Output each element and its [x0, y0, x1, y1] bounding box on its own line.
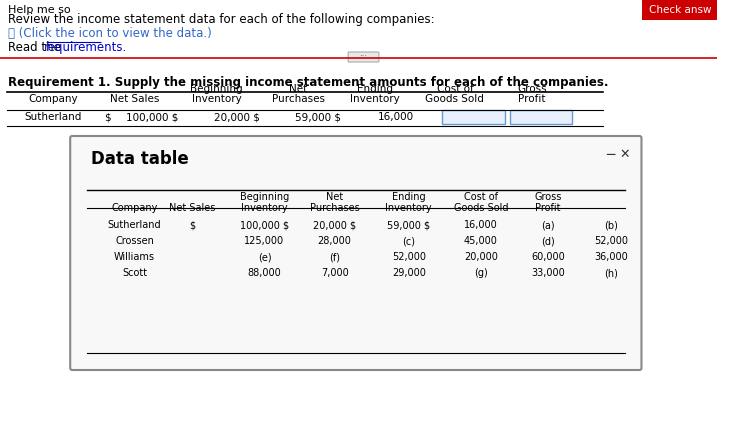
FancyBboxPatch shape	[642, 0, 718, 20]
Text: (f): (f)	[329, 252, 340, 262]
Text: 20,000 $: 20,000 $	[313, 220, 357, 230]
Text: Help me so: Help me so	[7, 5, 70, 15]
Text: 59,000 $: 59,000 $	[387, 220, 430, 230]
Text: Company: Company	[28, 94, 78, 104]
Text: Purchases: Purchases	[310, 203, 360, 213]
Text: 60,000: 60,000	[531, 252, 565, 262]
Text: Goods Sold: Goods Sold	[425, 94, 484, 104]
Text: Net Sales: Net Sales	[110, 94, 160, 104]
Text: Requirement 1. Supply the missing income statement amounts for each of the compa: Requirement 1. Supply the missing income…	[7, 76, 608, 89]
Text: (a): (a)	[542, 220, 555, 230]
Text: 125,000: 125,000	[245, 236, 284, 246]
Text: requirements.: requirements.	[44, 41, 128, 54]
Text: Gross: Gross	[517, 84, 547, 94]
Text: Profit: Profit	[536, 203, 561, 213]
Text: (b): (b)	[604, 220, 618, 230]
Text: 36,000: 36,000	[594, 252, 627, 262]
Text: 45,000: 45,000	[464, 236, 498, 246]
Text: Purchases: Purchases	[272, 94, 325, 104]
Text: Beginning: Beginning	[240, 192, 289, 202]
Text: Inventory: Inventory	[192, 94, 241, 104]
Text: ─: ─	[606, 148, 615, 162]
Text: (g): (g)	[474, 268, 488, 278]
Text: 28,000: 28,000	[318, 236, 351, 246]
Text: (c): (c)	[402, 236, 416, 246]
Text: Inventory: Inventory	[386, 203, 432, 213]
Text: Read the: Read the	[7, 41, 64, 54]
Text: Crossen: Crossen	[115, 236, 154, 246]
Text: (e): (e)	[257, 252, 272, 262]
Text: $: $	[104, 112, 110, 122]
Text: (d): (d)	[542, 236, 555, 246]
Text: ⌹ (Click the icon to view the data.): ⌹ (Click the icon to view the data.)	[7, 27, 211, 40]
Text: Inventory: Inventory	[350, 94, 400, 104]
Text: Net: Net	[326, 192, 343, 202]
FancyBboxPatch shape	[510, 110, 572, 124]
Text: Net Sales: Net Sales	[169, 203, 216, 213]
FancyBboxPatch shape	[442, 110, 505, 124]
Text: 52,000: 52,000	[392, 252, 426, 262]
Text: Cost of: Cost of	[464, 192, 498, 202]
Text: Ending: Ending	[392, 192, 425, 202]
Text: Sutherland: Sutherland	[24, 112, 81, 122]
Text: 20,000: 20,000	[464, 252, 498, 262]
Text: Gross: Gross	[534, 192, 562, 202]
Text: ···: ···	[360, 53, 368, 62]
Text: Beginning: Beginning	[190, 84, 242, 94]
Text: 16,000: 16,000	[464, 220, 498, 230]
Text: Profit: Profit	[518, 94, 545, 104]
Text: Sutherland: Sutherland	[108, 220, 161, 230]
Text: 33,000: 33,000	[531, 268, 565, 278]
Text: ✕: ✕	[620, 148, 630, 161]
Text: 29,000: 29,000	[392, 268, 426, 278]
Text: 16,000: 16,000	[377, 112, 413, 122]
Text: Scott: Scott	[122, 268, 147, 278]
Text: 100,000 $: 100,000 $	[125, 112, 178, 122]
Text: 59,000 $: 59,000 $	[295, 112, 342, 122]
Text: $: $	[189, 220, 195, 230]
Text: Company: Company	[111, 203, 158, 213]
Text: 100,000 $: 100,000 $	[240, 220, 289, 230]
Text: Cost of: Cost of	[436, 84, 473, 94]
Text: 52,000: 52,000	[594, 236, 627, 246]
Text: 88,000: 88,000	[248, 268, 281, 278]
Text: Net: Net	[289, 84, 307, 94]
Text: Check answ: Check answ	[649, 5, 711, 15]
FancyBboxPatch shape	[70, 136, 642, 370]
Text: (h): (h)	[604, 268, 618, 278]
Text: Data table: Data table	[91, 150, 189, 168]
Text: 20,000 $: 20,000 $	[214, 112, 260, 122]
Text: Goods Sold: Goods Sold	[454, 203, 508, 213]
Text: Ending: Ending	[357, 84, 393, 94]
Text: Williams: Williams	[114, 252, 155, 262]
Text: 7,000: 7,000	[321, 268, 348, 278]
Text: Review the income statement data for each of the following companies:: Review the income statement data for eac…	[7, 13, 434, 26]
Text: Inventory: Inventory	[241, 203, 288, 213]
FancyBboxPatch shape	[348, 52, 379, 62]
